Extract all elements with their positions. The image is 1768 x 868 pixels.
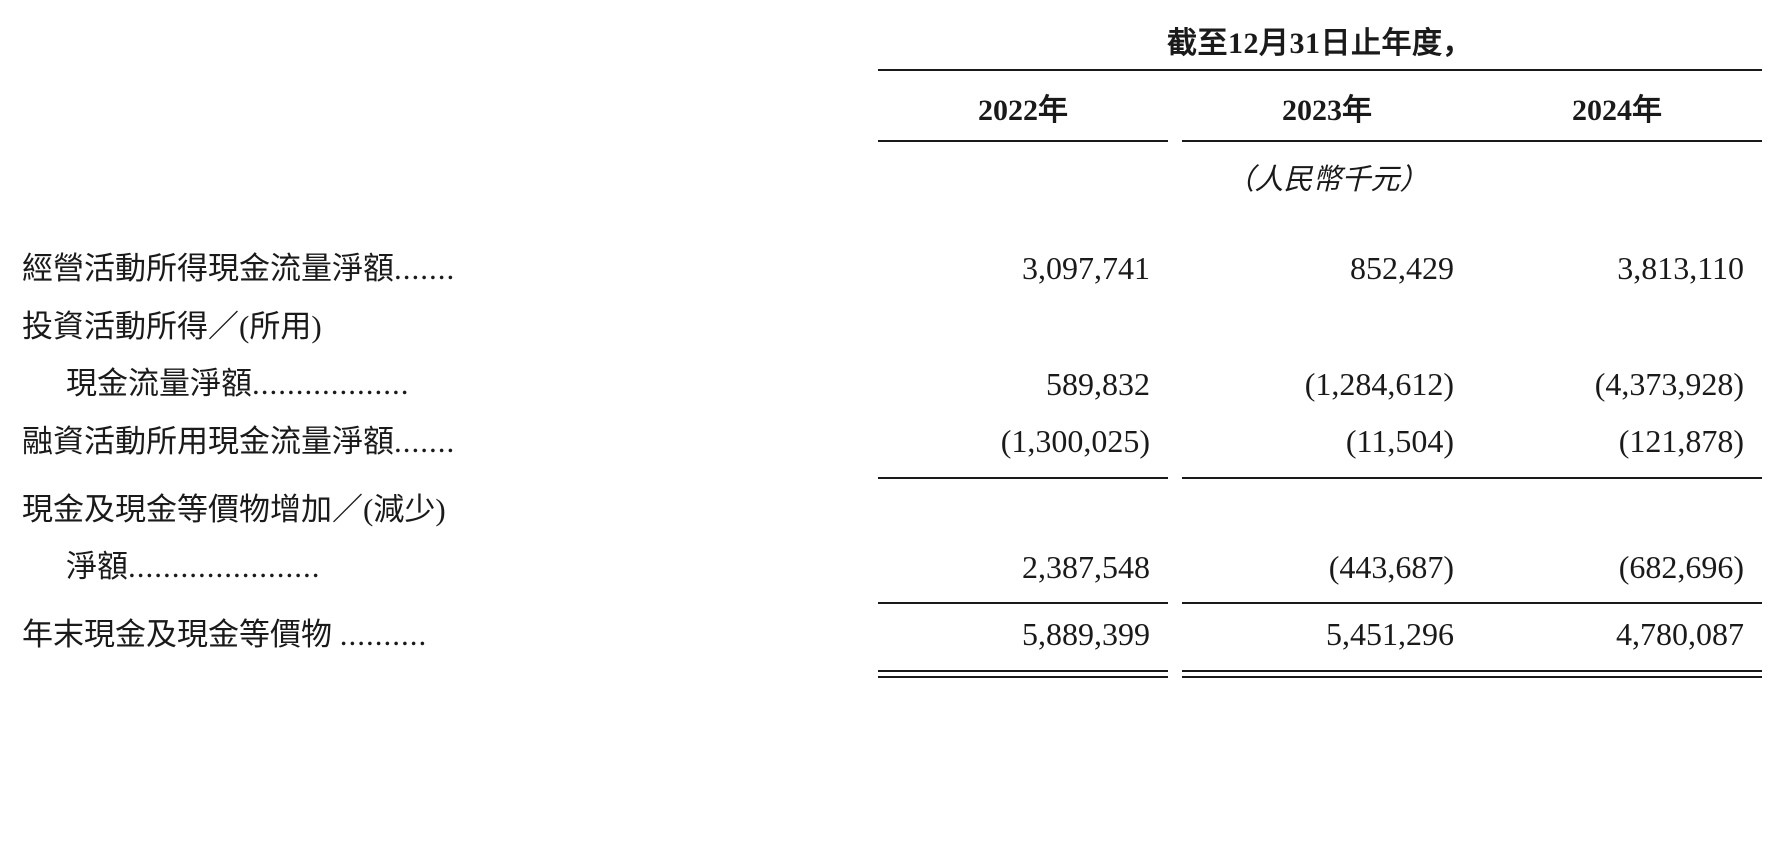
header-unit-row: （人民幣千元） — [22, 142, 1762, 214]
subtotal-rule-2022 — [878, 471, 1168, 481]
row-value-netchange-2023: (443,687) — [1328, 548, 1454, 585]
row-gap-yearend — [1168, 606, 1182, 664]
row-value-investing-blank-2023 — [1182, 298, 1472, 356]
row-leader-investing: .................. — [252, 366, 410, 402]
rule-gap-3 — [1168, 596, 1182, 606]
spacer-cell — [22, 214, 1762, 240]
row-value-operating-2023: 852,429 — [1350, 250, 1454, 287]
row-label-financing: 融資活動所用現金流量淨額....... — [22, 413, 878, 471]
row-value-investing-2022: 589,832 — [1046, 365, 1150, 402]
header-body-spacer — [22, 214, 1762, 240]
table-row: 經營活動所得現金流量淨額....... 3,097,741 852,429 3,… — [22, 240, 1762, 298]
total-rule-2024 — [1472, 664, 1762, 680]
row-label-investing-main: 投資活動所得／(所用) — [22, 308, 322, 344]
row-value-investing-blank-2022 — [878, 298, 1168, 356]
header-empty-cell-3 — [22, 142, 878, 214]
row-leader-financing: ....... — [394, 424, 456, 460]
header-currency-unit: （人民幣千元） — [1225, 164, 1429, 196]
total-rule-row — [22, 664, 1762, 680]
subtotal-rule-row-1 — [22, 471, 1762, 481]
row-value-netchange-blank-2023 — [1182, 481, 1472, 539]
subtotal-rule-2023 — [1182, 471, 1472, 481]
table-row: 現金及現金等價物增加／(減少) — [22, 481, 1762, 539]
row-leader-netchange: ...................... — [128, 549, 321, 585]
table-row: 年末現金及現金等價物 .......... 5,889,399 5,451,29… — [22, 606, 1762, 664]
row-value-yearend-2023: 5,451,296 — [1326, 616, 1454, 653]
rule-spacer-4 — [22, 596, 878, 606]
row-label-financing-text: 融資活動所用現金流量淨額 — [22, 424, 394, 460]
row-label-investing-cont: 現金流量淨額.................. — [22, 355, 878, 413]
subtotal2-rule-2024 — [1472, 596, 1762, 606]
row-leader-operating: ....... — [394, 251, 456, 286]
row-value-netchange-2022: 2,387,548 — [1022, 548, 1150, 585]
row-value-netchange-blank-2022 — [878, 481, 1168, 539]
header-year-2022: 2022年 — [978, 94, 1068, 127]
row-value-financing-2024: (121,878) — [1618, 423, 1744, 460]
row-label-netchange-cont-text: 淨額 — [66, 549, 128, 585]
unit-gap — [1168, 142, 1182, 214]
row-leader-yearend: .......... — [339, 617, 428, 653]
row-value-operating-2022: 3,097,741 — [1022, 250, 1150, 287]
row-value-yearend-2022: 5,889,399 — [1022, 616, 1150, 653]
unit-spacer-right — [1472, 142, 1762, 214]
row-label-netchange-main: 現金及現金等價物增加／(減少) — [22, 491, 446, 527]
header-rule-2023 — [1182, 139, 1472, 142]
row-label-yearend-text: 年末現金及現金等價物 — [22, 617, 332, 653]
header-gap-cell — [1168, 71, 1182, 139]
header-period-rule-row — [22, 68, 1762, 71]
unit-spacer-left — [878, 142, 1168, 214]
row-value-financing-2022: (1,300,025) — [1000, 423, 1150, 460]
header-period-rule — [878, 68, 1762, 71]
row-gap-investing-main — [1168, 298, 1182, 356]
row-value-netchange-2024: (682,696) — [1618, 548, 1744, 585]
header-year-2024: 2024年 — [1572, 94, 1662, 127]
row-label-netchange-cont: 淨額...................... — [22, 538, 878, 596]
table-row: 淨額...................... 2,387,548 (443,… — [22, 538, 1762, 596]
header-rule-2024 — [1472, 139, 1762, 142]
table-row: 投資活動所得／(所用) — [22, 298, 1762, 356]
subtotal-rule-row-2 — [22, 596, 1762, 606]
subtotal2-rule-2023 — [1182, 596, 1472, 606]
row-gap-operating — [1168, 240, 1182, 298]
subtotal2-rule-2022 — [878, 596, 1168, 606]
row-gap-investing — [1168, 355, 1182, 413]
row-value-yearend-2024: 4,780,087 — [1616, 616, 1744, 653]
row-label-operating: 經營活動所得現金流量淨額....... — [22, 240, 878, 298]
subtotal-rule-2024 — [1472, 471, 1762, 481]
row-value-investing-2023: (1,284,612) — [1304, 365, 1454, 402]
header-year-2023: 2023年 — [1282, 94, 1372, 127]
table-row: 融資活動所用現金流量淨額....... (1,300,025) (11,504)… — [22, 413, 1762, 471]
total-rule-2023 — [1182, 664, 1472, 680]
total-rule-2022 — [878, 664, 1168, 680]
row-value-netchange-blank-2024 — [1472, 481, 1762, 539]
rule-spacer-5 — [22, 664, 878, 680]
row-value-financing-2023: (11,504) — [1345, 423, 1454, 460]
row-gap-netchange-main — [1168, 481, 1182, 539]
row-label-yearend: 年末現金及現金等價物 .......... — [22, 606, 878, 664]
row-value-investing-2024: (4,373,928) — [1594, 365, 1744, 402]
header-empty-cell-2 — [22, 71, 878, 139]
header-rule-2022 — [878, 139, 1168, 142]
row-gap-financing — [1168, 413, 1182, 471]
rule-gap-4 — [1168, 664, 1182, 680]
header-period-row: 截至12月31日止年度， — [22, 0, 1762, 68]
header-year-row: 2022年 2023年 2024年 — [22, 71, 1762, 139]
row-gap-netchange — [1168, 538, 1182, 596]
header-empty-cell — [22, 0, 878, 68]
header-period-title: 截至12月31日止年度， — [1167, 27, 1473, 60]
row-value-investing-blank-2024 — [1472, 298, 1762, 356]
header-year-rule-row — [22, 139, 1762, 142]
rule-gap-2 — [1168, 471, 1182, 481]
table-row: 現金流量淨額.................. 589,832 (1,284,… — [22, 355, 1762, 413]
row-value-operating-2024: 3,813,110 — [1617, 250, 1744, 287]
cash-flow-summary-table: 截至12月31日止年度， 2022年 2023年 2024年 — [22, 0, 1762, 680]
row-label-investing-cont-text: 現金流量淨額 — [66, 366, 252, 402]
row-label-operating-text: 經營活動所得現金流量淨額 — [22, 251, 394, 286]
rule-spacer-3 — [22, 471, 878, 481]
